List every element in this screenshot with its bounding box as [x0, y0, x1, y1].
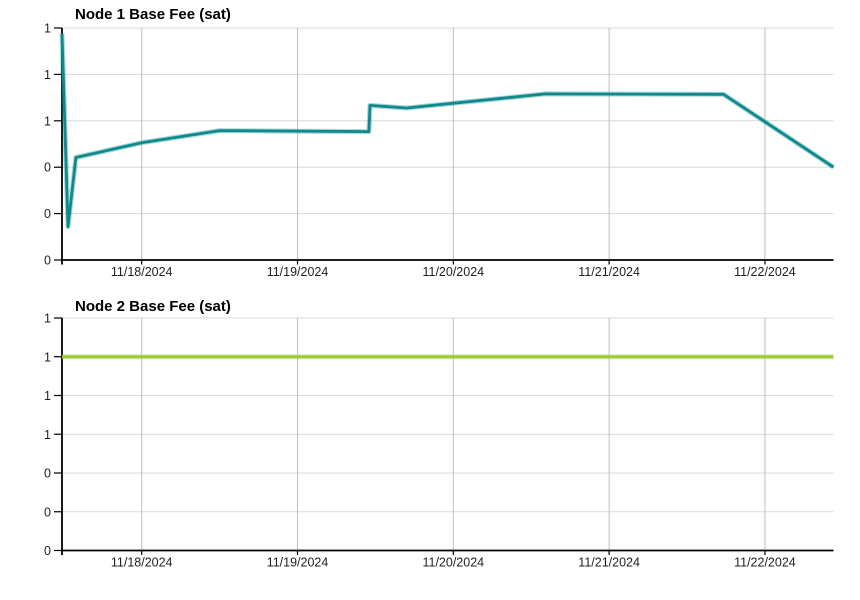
x-tick-label: 11/22/2024 — [734, 556, 796, 570]
x-tick-label: 11/21/2024 — [578, 265, 640, 279]
x-tick-label: 11/20/2024 — [422, 265, 484, 279]
chart-plot-2: 1 1 1 1 0 0 0 11/18/2024 11/19/2024 11/20/2024 11/… — [44, 312, 834, 570]
y-tick-label: 1 — [44, 68, 51, 82]
x-tick-label: 11/21/2024 — [578, 556, 640, 570]
node1-chart-title: Node 1 Base Fee (sat) — [75, 6, 231, 23]
y-tick-label: 0 — [44, 161, 51, 175]
x-tick-label: 11/18/2024 — [111, 265, 173, 279]
chart-plot-1: 1 1 1 0 0 0 11/18/2024 11/19/2024 11/20/2024 11/2… — [44, 22, 835, 279]
y-tick-label: 0 — [44, 544, 51, 558]
x-tick-label: 11/19/2024 — [267, 265, 329, 279]
x-tick-label: 11/19/2024 — [267, 556, 329, 570]
x-tick-label: 11/18/2024 — [111, 556, 173, 570]
node2-chart-title: Node 2 Base Fee (sat) — [75, 298, 231, 315]
y-tick-label: 1 — [44, 114, 51, 128]
series-line — [60, 33, 835, 229]
y-tick-label: 1 — [44, 312, 51, 326]
x-tick-label: 11/20/2024 — [422, 556, 484, 570]
y-tick-label: 0 — [44, 505, 51, 519]
y-tick-label: 1 — [44, 350, 51, 364]
x-tick-label: 11/22/2024 — [734, 265, 796, 279]
y-tick-label: 1 — [44, 22, 51, 36]
y-tick-label: 0 — [44, 467, 51, 481]
series-line-halo — [59, 33, 835, 230]
y-tick-label: 0 — [44, 254, 51, 268]
y-tick-label: 1 — [44, 389, 51, 403]
y-tick-label: 1 — [44, 428, 51, 442]
y-tick-label: 0 — [44, 207, 51, 221]
